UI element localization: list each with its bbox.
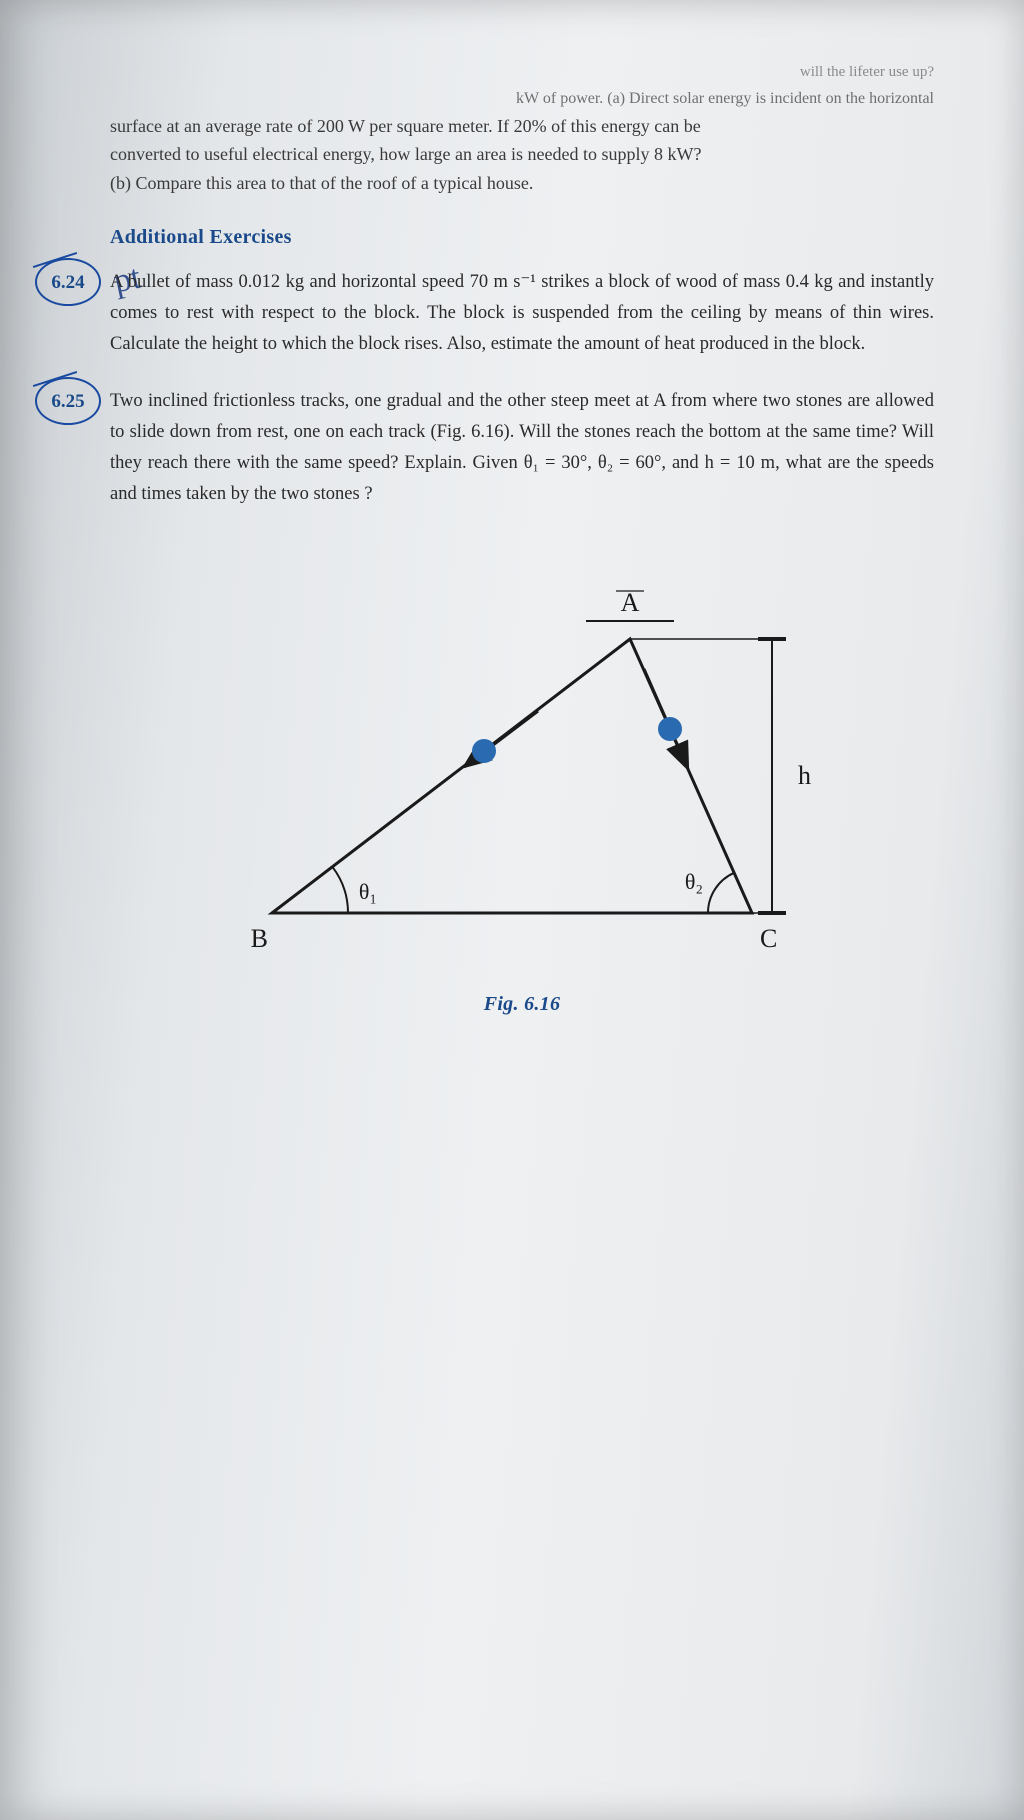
svg-text:θ₂: θ₂ (685, 869, 703, 894)
power-fragment: kW of power. (a) Direct solar energy is … (110, 86, 934, 112)
section-heading: Additional Exercises (110, 226, 934, 249)
partial-previous-content: will the lifeter use up? kW of power. (a… (110, 60, 934, 198)
exercise-text: A bullet of mass 0.012 kg and horizontal… (110, 267, 934, 360)
exercises-block: pt 6.24 A bullet of mass 0.012 kg and ho… (110, 267, 934, 511)
exercise-text: Two inclined frictionless tracks, one gr… (110, 386, 934, 510)
svg-text:C: C (760, 924, 777, 953)
triangle-outline (272, 621, 752, 913)
angle-arcs (332, 866, 734, 912)
exercise-number-badge: 6.24 (40, 263, 96, 303)
figure-caption: Fig. 6.16 (484, 993, 561, 1016)
svg-text:A: A (621, 588, 640, 617)
partial-line-3: (b) Compare this area to that of the roo… (110, 169, 934, 198)
motion-arrows (464, 669, 688, 769)
triangle-diagram: A B Ch θ₁ θ₂ (212, 553, 832, 973)
figure-6-16: A B Ch θ₁ θ₂ Fig. 6.16 (110, 553, 934, 1016)
diagram-labels: A B Ch θ₁ θ₂ (251, 588, 811, 953)
exercise-6-25: 6.25 Two inclined frictionless tracks, o… (110, 386, 934, 510)
partial-line-2: converted to useful electrical energy, h… (110, 140, 934, 169)
svg-text:θ₁: θ₁ (359, 879, 377, 904)
exercise-6-24: 6.24 A bullet of mass 0.012 kg and horiz… (110, 267, 934, 360)
stone-dots (472, 717, 682, 763)
svg-text:B: B (251, 924, 268, 953)
cutoff-line: will the lifeter use up? (110, 60, 934, 84)
svg-text:h: h (798, 761, 811, 790)
partial-line-1: surface at an average rate of 200 W per … (110, 112, 934, 141)
exercise-number-badge: 6.25 (40, 382, 96, 422)
textbook-page: will the lifeter use up? kW of power. (a… (0, 0, 1024, 1820)
